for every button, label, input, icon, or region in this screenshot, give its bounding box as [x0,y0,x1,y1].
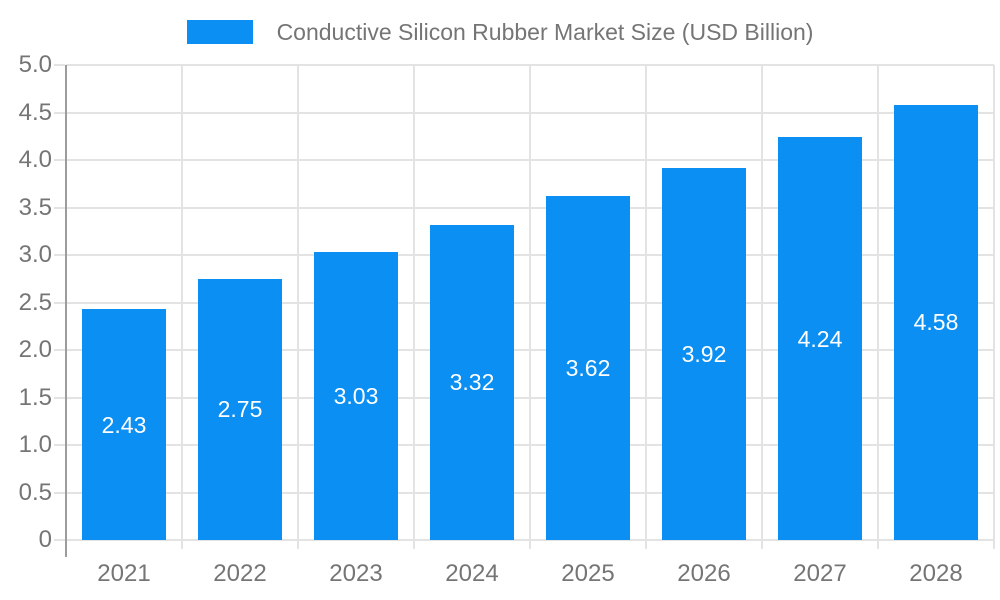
bar[interactable] [894,104,978,540]
y-axis-tick-label: 0 [38,526,52,553]
gridline-vertical [761,65,763,549]
bar[interactable] [546,196,630,540]
bar[interactable] [314,252,398,540]
y-axis-tick-label: 2.5 [18,288,52,316]
y-axis-tick [54,396,65,399]
y-axis-tick [54,539,65,541]
bar-value-label: 2.43 [101,411,147,438]
gridline-vertical [297,65,299,549]
y-axis-tick-label: 2.0 [18,336,52,363]
y-axis-tick-label: 3.0 [18,241,52,268]
y-axis-line [65,65,67,557]
x-axis-tick-label: 2021 [97,560,151,587]
gridline-vertical [181,65,183,549]
x-axis-tick-label: 2027 [793,560,847,587]
bar[interactable] [198,278,282,540]
y-axis-tick [54,491,65,494]
y-axis-tick-label: 3.5 [18,193,52,221]
y-axis-tick [54,64,65,66]
legend[interactable]: Conductive Silicon Rubber Market Size (U… [0,17,1000,47]
bar-value-label: 3.92 [681,340,727,367]
bar[interactable] [430,224,514,540]
bar-value-label: 3.62 [565,355,611,382]
y-axis-tick-label: 4.0 [18,146,52,173]
legend-swatch [186,20,253,44]
bar[interactable] [82,309,166,540]
gridline-vertical [413,65,415,549]
x-axis-tick-label: 2026 [677,560,731,587]
y-axis-tick-label: 5.0 [18,51,52,78]
y-axis-tick [54,301,65,304]
gridline-vertical [993,65,995,549]
y-axis-tick [54,349,65,351]
gridline-vertical [877,65,879,549]
bar-value-label: 2.75 [217,396,263,423]
x-axis-tick-label: 2025 [561,560,615,587]
x-axis-tick-label: 2022 [213,560,267,587]
y-axis-tick [54,159,65,161]
plot-area: 0 0.5 1.0 1.5 2.0 2.5 3.0 3.5 4.0 4.5 5.0 2.43 2021 2… [19,53,995,587]
bar-value-label: 3.03 [333,383,379,410]
y-axis-tick-label: 1.5 [18,383,52,411]
x-axis-tick-label: 2023 [329,560,383,587]
x-axis-tick-label: 2028 [909,560,963,587]
bar-value-label: 4.24 [797,325,843,352]
bar[interactable] [662,167,746,540]
y-axis-tick-label: 1.0 [18,431,52,458]
legend-label: Conductive Silicon Rubber Market Size (U… [276,18,814,45]
bar-value-label: 4.58 [913,309,959,336]
bar-value-label: 3.32 [449,369,495,396]
y-axis-tick-label: 0.5 [18,478,52,506]
gridline-vertical [529,65,531,549]
y-axis-tick [54,111,65,114]
gridline-vertical [645,65,647,549]
bar[interactable] [778,137,862,540]
y-axis-tick [54,444,65,446]
x-axis-tick-label: 2024 [445,560,499,587]
y-axis-tick [54,254,65,256]
y-axis-tick-label: 4.5 [18,98,52,126]
y-axis-tick [54,206,65,209]
